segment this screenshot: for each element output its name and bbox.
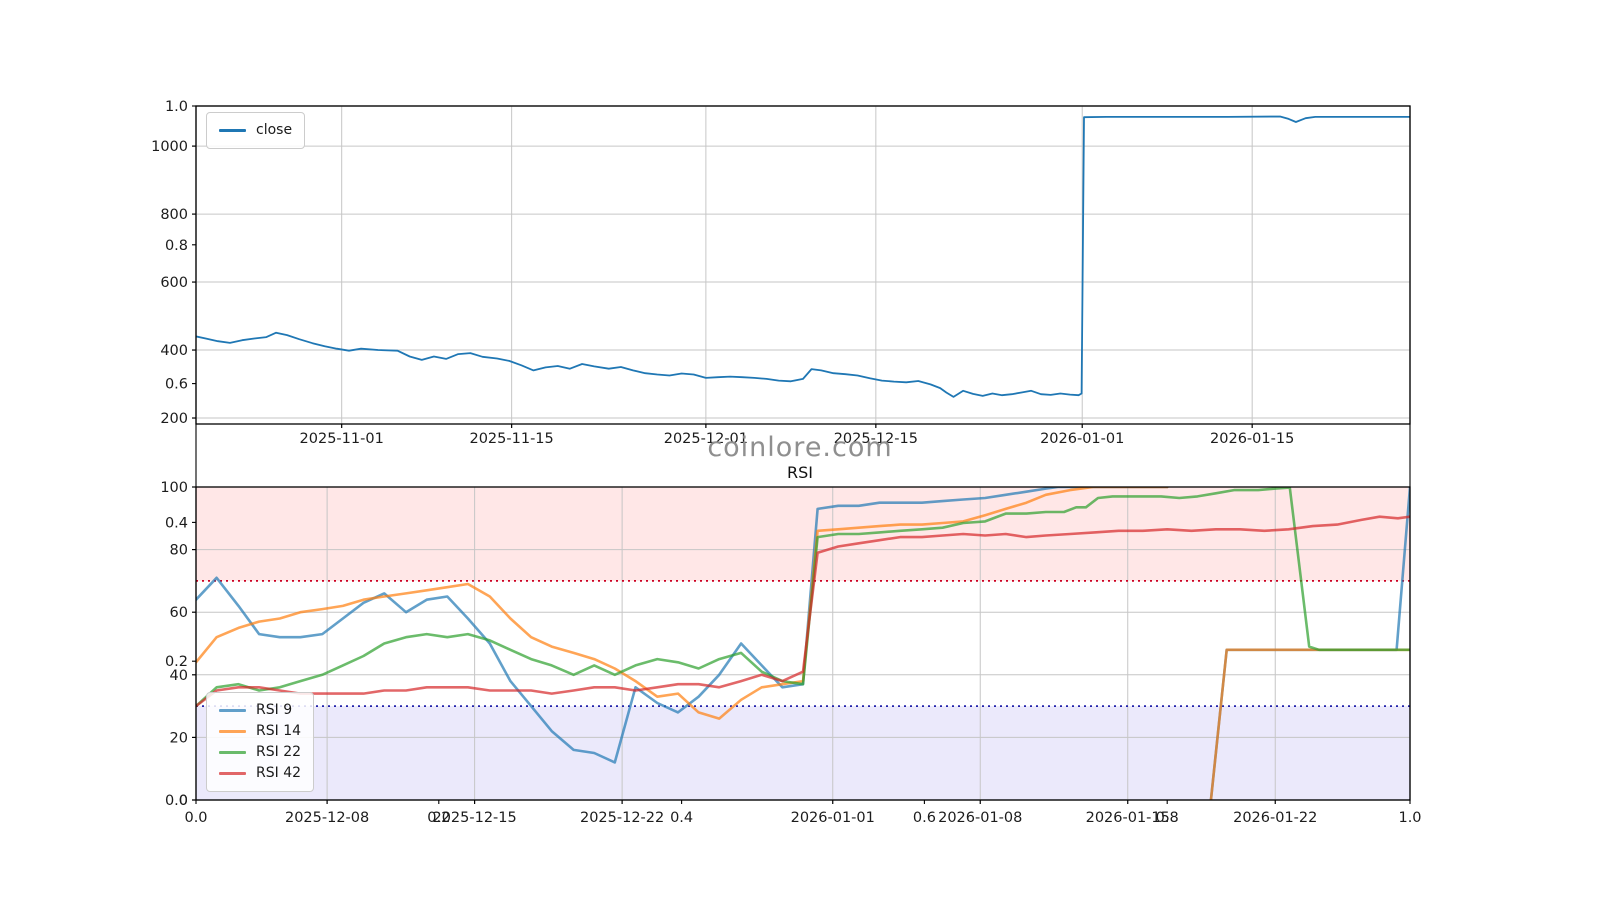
threshold-band [196,706,1410,800]
x-tick-label: 2026-01-15 [1086,810,1170,826]
y-tick-label: 0 [179,793,188,809]
x-tick-label: 2025-12-22 [580,810,664,826]
overlay-x-tick-label: 0.4 [670,810,693,826]
rsi-9-line [196,487,1169,764]
legend-swatch [219,751,246,754]
overlay-y-tick-label: 0.4 [165,515,188,531]
legend-swatch [219,129,246,132]
x-tick-label: 2026-01-01 [1040,431,1124,447]
legend-item: close [219,120,292,141]
rsi-14-line [196,487,1169,720]
y-tick-label: 100 [160,480,188,496]
close-legend: close [206,112,306,149]
legend-swatch [219,730,246,733]
legend-label: close [256,122,293,138]
overlay-x-tick-label: 0.8 [1156,810,1179,826]
y-tick-label: 80 [170,543,188,559]
legend-label: RSI 22 [256,744,302,760]
x-tick-label: 2026-01-01 [791,810,875,826]
legend-label: RSI 14 [256,723,302,739]
x-tick-label: 2025-12-08 [285,810,369,826]
x-tick-label: 2025-11-15 [469,431,553,447]
legend-label: RSI 42 [256,765,302,781]
threshold-band [196,487,1410,581]
overlay-y-tick-label: 0.6 [165,377,188,393]
overlay-y-tick-label: 0.2 [165,654,188,670]
x-tick-label: 2025-11-01 [300,431,384,447]
y-tick-label: 800 [160,207,188,223]
y-tick-label: 60 [170,605,188,621]
legend-swatch [219,709,246,712]
rsi-panel-title: RSI [787,463,813,482]
y-tick-label: 200 [160,411,188,427]
legend-item: RSI 42 [219,763,301,784]
overlay-x-tick-label: 0.0 [184,810,207,826]
overlay-y-tick-label: 0.8 [165,238,188,254]
legend-item: RSI 22 [219,742,301,763]
rsi-42-line [196,515,1410,708]
x-tick-label: 2026-01-22 [1233,810,1317,826]
overlay-y-tick-label: 1.0 [165,99,188,115]
axes-spine [195,486,1411,801]
y-tick-label: 400 [160,343,188,359]
overlay-x-tick-label: 0.2 [427,810,450,826]
overlay-x-tick-label: 1.0 [1398,810,1421,826]
y-tick-label: 600 [160,275,188,291]
legend-swatch [219,772,246,775]
rsi-22-line [196,487,1410,708]
overlay-y-tick-label: 0.0 [165,793,188,809]
legend-item: RSI 9 [219,700,301,721]
watermark: coinlore.com [707,432,893,463]
close-line [196,115,1410,398]
x-tick-label: 2026-01-15 [1210,431,1294,447]
overlay-x-tick-label: 0.6 [913,810,936,826]
y-tick-label: 1000 [151,139,188,155]
legend-item: RSI 14 [219,721,301,742]
legend-label: RSI 9 [256,702,293,718]
x-tick-label: 2025-12-01 [664,431,748,447]
y-tick-label: 20 [170,730,188,746]
x-tick-label: 2026-01-08 [938,810,1022,826]
y-tick-label: 40 [170,668,188,684]
rsi-legend: RSI 9 RSI 14 RSI 22 RSI 42 [206,692,315,792]
x-tick-label: 2025-12-15 [834,431,918,447]
x-tick-label: 2025-12-15 [432,810,516,826]
axes-spine [195,105,1411,425]
